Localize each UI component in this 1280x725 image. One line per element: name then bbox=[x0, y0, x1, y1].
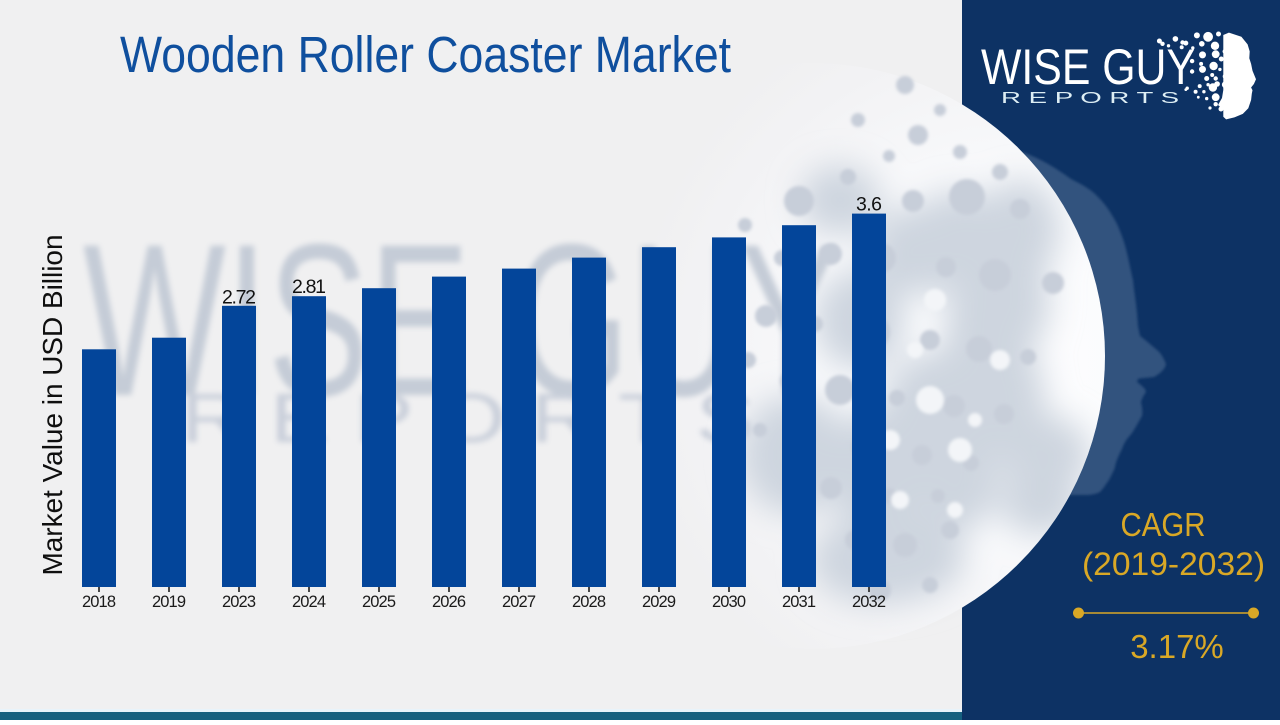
svg-text:3.17%: 3.17% bbox=[1130, 628, 1224, 665]
svg-text:(2019-2032): (2019-2032) bbox=[1082, 546, 1265, 582]
svg-text:2019: 2019 bbox=[152, 593, 186, 611]
svg-text:2032: 2032 bbox=[852, 593, 886, 611]
svg-text:2.72: 2.72 bbox=[222, 286, 256, 308]
svg-text:2030: 2030 bbox=[712, 593, 746, 611]
svg-text:2.81: 2.81 bbox=[292, 276, 326, 298]
svg-text:2018: 2018 bbox=[82, 593, 116, 611]
svg-text:R E P O R T S: R E P O R T S bbox=[1001, 90, 1179, 107]
svg-text:CAGR: CAGR bbox=[1121, 506, 1206, 543]
svg-text:2024: 2024 bbox=[292, 593, 326, 611]
svg-text:2028: 2028 bbox=[572, 593, 606, 611]
svg-text:2023: 2023 bbox=[222, 593, 256, 611]
svg-text:2025: 2025 bbox=[362, 593, 396, 611]
svg-text:Wooden Roller Coaster Market: Wooden Roller Coaster Market bbox=[120, 26, 731, 83]
svg-text:2029: 2029 bbox=[642, 593, 676, 611]
svg-text:Market Value in USD Billion: Market Value in USD Billion bbox=[37, 235, 68, 576]
svg-text:2031: 2031 bbox=[782, 593, 816, 611]
svg-text:WISE GUY: WISE GUY bbox=[981, 39, 1195, 95]
svg-text:3.6: 3.6 bbox=[856, 193, 882, 215]
svg-text:2026: 2026 bbox=[432, 593, 466, 611]
svg-text:2027: 2027 bbox=[502, 593, 536, 611]
